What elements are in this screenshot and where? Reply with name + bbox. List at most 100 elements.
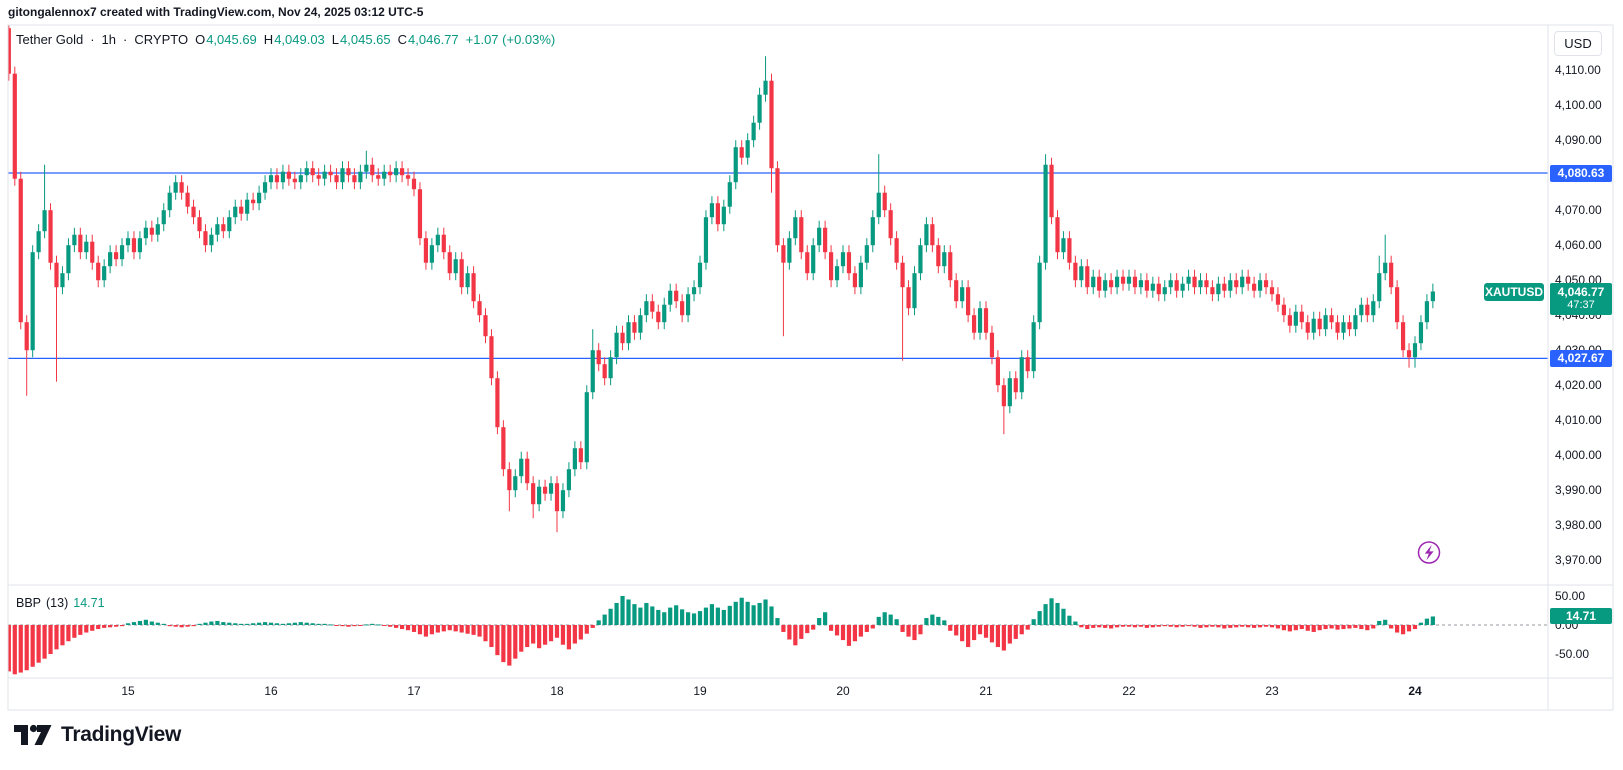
bbp-bar <box>983 625 989 638</box>
candle-body <box>960 287 965 302</box>
candle-body <box>423 238 429 263</box>
candle-body <box>548 483 554 494</box>
candle-body <box>787 238 792 263</box>
candle-body <box>382 171 387 179</box>
bbp-bar <box>304 622 309 625</box>
bbp-bar <box>1263 625 1269 627</box>
candle-body <box>680 301 685 316</box>
candle-body <box>1252 283 1257 291</box>
candle-body <box>507 469 512 491</box>
interval-label[interactable]: 1h <box>101 32 117 47</box>
bbp-bar <box>245 623 250 625</box>
bbp-bar <box>36 625 41 663</box>
candle-body <box>763 80 768 95</box>
tradingview-logo[interactable]: TradingView <box>14 723 181 747</box>
candle-body <box>942 252 947 267</box>
bbp-bar <box>382 625 387 626</box>
candle-body <box>709 203 715 218</box>
candle-body <box>60 273 65 288</box>
symbol-title[interactable]: Tether Gold <box>16 32 84 47</box>
time-tick-label: 24 <box>1408 684 1422 698</box>
candle-body <box>560 490 566 512</box>
bbp-bar <box>745 601 750 625</box>
candle-body <box>632 322 637 333</box>
bbp-bar <box>823 612 828 625</box>
bbp-bar <box>1228 625 1233 628</box>
candle-body <box>1132 276 1138 288</box>
indicator-legend[interactable]: BBP (13) 14.71 <box>16 596 105 610</box>
candle-body <box>733 147 738 183</box>
candle-body <box>1341 322 1346 333</box>
bbp-bar <box>656 609 661 625</box>
bbp-bar <box>60 625 65 646</box>
bbp-bar <box>54 625 59 650</box>
bbp-bar <box>1365 625 1370 631</box>
candle-body <box>352 175 357 183</box>
candle-body <box>453 259 458 274</box>
bbp-bar <box>221 622 226 625</box>
bbp-bar <box>340 625 345 627</box>
bbp-bar <box>1204 625 1209 628</box>
candle-body <box>1031 322 1036 372</box>
bbp-bar <box>1335 625 1340 630</box>
candle-body <box>399 168 405 176</box>
bbp-bar <box>233 623 238 625</box>
bbp-bar <box>519 625 524 652</box>
candle-body <box>840 252 846 267</box>
ohlc-open: O 4,045.69 <box>195 32 257 47</box>
bbp-bar <box>1037 611 1042 625</box>
bbp-bar <box>888 614 893 625</box>
candle-body <box>102 266 107 281</box>
price-tick-label: 3,970.00 <box>1555 553 1602 568</box>
bbp-bar <box>1156 625 1161 627</box>
bbp-bar <box>1240 625 1245 627</box>
bbp-bar <box>1097 625 1102 628</box>
bbp-bar <box>483 625 488 642</box>
symbol-legend[interactable]: Tether Gold · 1h · CRYPTO O 4,045.69 H 4,0… <box>16 32 555 47</box>
flash-icon-bolt <box>1424 544 1434 561</box>
bbp-bar <box>811 625 816 630</box>
currency-toggle-button[interactable]: USD <box>1554 31 1602 56</box>
candle-body <box>1144 280 1149 291</box>
candle-body <box>66 245 71 274</box>
candle-body <box>304 168 309 176</box>
candle-body <box>370 164 375 176</box>
price-tick-label: 4,020.00 <box>1555 378 1602 393</box>
candle-body <box>638 315 643 333</box>
bbp-bar <box>90 625 95 631</box>
indicator-tick-label: 50.00 <box>1555 589 1586 603</box>
candle-body <box>30 252 35 351</box>
bbp-bar <box>763 599 768 625</box>
bbp-bar <box>1138 625 1144 627</box>
price-tick-label: 4,010.00 <box>1555 413 1602 428</box>
bbp-bar <box>876 616 881 625</box>
legend-separator: · <box>123 32 128 47</box>
bbp-bar <box>966 625 971 648</box>
bbp-bar <box>1210 625 1215 627</box>
bbp-bar <box>102 625 107 628</box>
candle-body <box>1359 304 1364 316</box>
candle-body <box>1389 262 1394 288</box>
candle-body <box>1186 276 1191 284</box>
bbp-bar <box>191 625 196 627</box>
bbp-bar <box>1186 625 1191 627</box>
bbp-bar <box>834 625 840 636</box>
bbp-bar <box>620 596 625 625</box>
bbp-bar <box>721 609 726 625</box>
bbp-bar <box>1192 625 1197 627</box>
candle-body <box>828 252 834 281</box>
time-tick-label: 19 <box>693 684 707 698</box>
bbp-bar <box>1109 625 1114 629</box>
candle-body <box>525 458 530 484</box>
candle-body <box>411 178 417 190</box>
time-tick-label: 23 <box>1265 684 1279 698</box>
candle-body <box>221 224 226 232</box>
bbp-bar <box>757 602 762 625</box>
bbp-bar <box>727 605 732 625</box>
bbp-bar <box>292 622 297 625</box>
candle-body <box>1085 266 1090 288</box>
bbp-bar <box>799 625 804 639</box>
bbp-bar <box>155 622 160 625</box>
candle-body <box>1269 287 1275 295</box>
